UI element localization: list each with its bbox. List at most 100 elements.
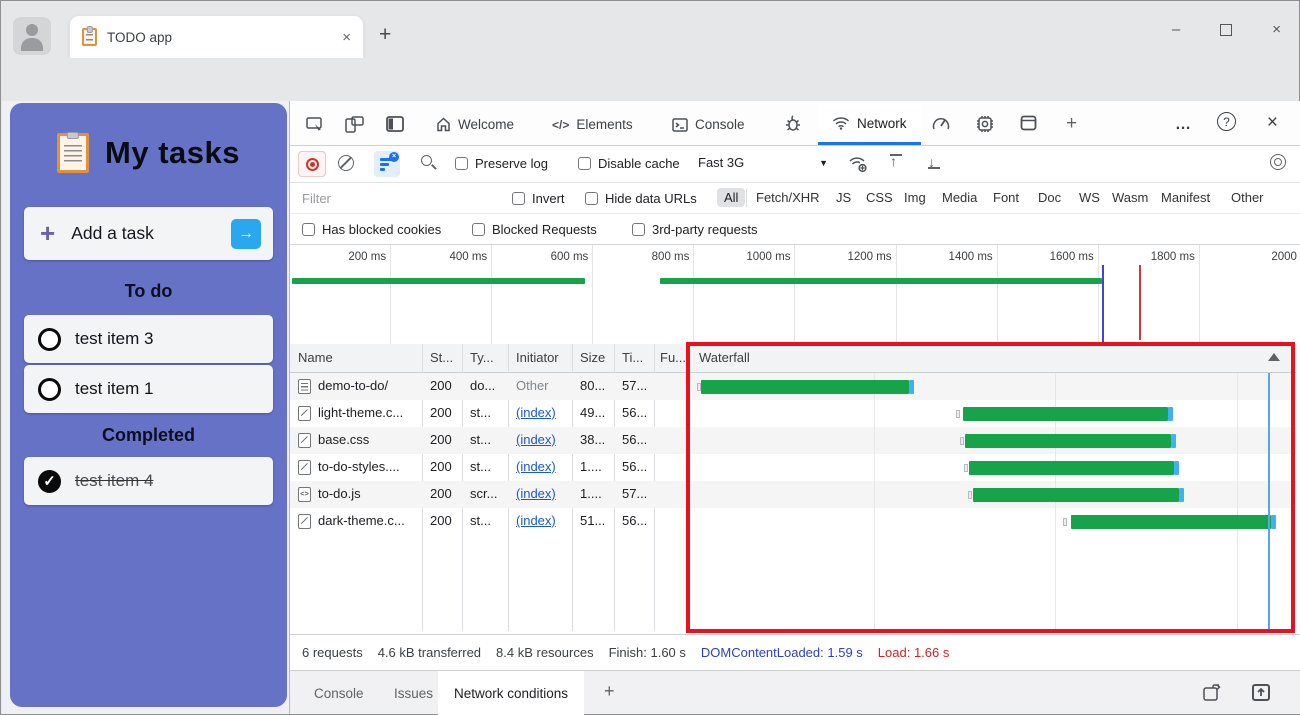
drawer-tab-issues[interactable]: Issues <box>394 685 434 701</box>
request-initiator[interactable]: (index) <box>516 486 556 501</box>
col-type[interactable]: Ty... <box>470 350 494 365</box>
request-initiator[interactable]: (index) <box>516 432 556 447</box>
waterfall-bar[interactable] <box>1071 515 1271 529</box>
waterfall-bar[interactable] <box>973 488 1179 502</box>
drawer-tab-network-conditions[interactable]: Network conditions <box>438 671 585 715</box>
tab-welcome[interactable]: Welcome <box>436 104 514 145</box>
request-row[interactable]: light-theme.c... 200 st... (index) 49...… <box>290 400 1296 427</box>
col-size[interactable]: Size <box>580 350 606 365</box>
filter-type-other[interactable]: Other <box>1231 190 1264 205</box>
completed-task-item[interactable]: test item 4 <box>24 457 273 505</box>
waterfall-bar[interactable] <box>701 380 909 394</box>
expand-panel-icon[interactable] <box>1252 684 1270 701</box>
export-har-icon[interactable]: ↓ <box>928 154 940 170</box>
dock-drawer-icon[interactable] <box>1203 684 1222 701</box>
blocked-requests-checkbox[interactable]: Blocked Requests <box>472 222 597 237</box>
task-checkbox-checked[interactable] <box>38 469 61 493</box>
new-tab-button[interactable]: + <box>379 23 392 46</box>
throttling-dropdown[interactable]: Fast 3G ▼ <box>698 155 828 170</box>
clear-network-log-button[interactable] <box>338 155 354 171</box>
waterfall-bar[interactable] <box>969 461 1174 475</box>
task-item[interactable]: test item 1 <box>24 365 273 413</box>
request-row[interactable]: to-do-styles.... 200 st... (index) 1....… <box>290 454 1296 481</box>
maximize-button[interactable] <box>1220 24 1233 36</box>
network-settings-gear-icon[interactable] <box>1270 154 1286 170</box>
record-network-log-button[interactable] <box>298 151 326 177</box>
inspect-element-icon[interactable] <box>306 116 324 133</box>
tab-network[interactable]: Network <box>818 104 921 145</box>
performance-icon[interactable] <box>932 116 950 131</box>
has-blocked-cookies-checkbox[interactable]: Has blocked cookies <box>302 222 441 237</box>
help-icon[interactable]: ? <box>1217 112 1236 131</box>
tab-close-icon[interactable]: × <box>342 28 351 46</box>
request-name[interactable]: to-do.js <box>318 486 361 501</box>
drawer-tab-console[interactable]: Console <box>314 685 364 701</box>
application-icon[interactable] <box>1020 115 1037 131</box>
add-task-submit-button[interactable]: → <box>231 218 261 249</box>
drawer-add-tab-button[interactable]: + <box>604 681 615 701</box>
request-initiator[interactable]: (index) <box>516 513 556 528</box>
task-item[interactable]: test item 3 <box>24 315 273 363</box>
col-waterfall[interactable]: Waterfall <box>699 350 750 365</box>
waterfall-chart[interactable] <box>689 373 1296 631</box>
network-overview-timeline[interactable]: 200 ms 400 ms 600 ms 800 ms 1000 ms 1200… <box>290 245 1300 344</box>
network-conditions-icon[interactable] <box>848 156 868 173</box>
close-devtools-button[interactable]: × <box>1266 112 1278 133</box>
filter-type-all[interactable]: All <box>717 188 746 207</box>
waterfall-bar[interactable] <box>963 407 1168 421</box>
add-task-placeholder[interactable]: Add a task <box>71 223 154 243</box>
import-har-icon[interactable]: ↑ <box>890 153 902 169</box>
filter-type-manifest[interactable]: Manifest <box>1161 190 1211 205</box>
request-name[interactable]: dark-theme.c... <box>318 513 405 528</box>
request-name[interactable]: light-theme.c... <box>318 405 404 420</box>
waterfall-row[interactable] <box>689 488 1296 502</box>
task-checkbox[interactable] <box>38 327 61 351</box>
filter-type-fetchxhr[interactable]: Fetch/XHR <box>756 190 820 205</box>
devtools-more-options-button[interactable]: … <box>1175 116 1192 133</box>
waterfall-bar[interactable] <box>965 434 1171 448</box>
memory-icon[interactable] <box>976 115 994 133</box>
debugger-bug-icon[interactable] <box>784 115 802 133</box>
table-header-row[interactable]: Name St... Ty... Initiator Size Ti... Fu… <box>290 344 1296 373</box>
filter-type-img[interactable]: Img <box>904 190 926 205</box>
device-toolbar-icon[interactable] <box>345 116 364 133</box>
request-row[interactable]: dark-theme.c... 200 st... (index) 51... … <box>290 508 1296 535</box>
col-name[interactable]: Name <box>298 350 333 365</box>
waterfall-row[interactable] <box>689 380 1296 394</box>
invert-checkbox[interactable]: Invert <box>512 191 565 206</box>
filter-type-doc[interactable]: Doc <box>1038 190 1062 205</box>
preserve-log-checkbox[interactable]: Preserve log <box>455 156 548 171</box>
col-status[interactable]: St... <box>430 350 454 365</box>
waterfall-row[interactable] <box>689 515 1296 529</box>
filter-input[interactable] <box>302 188 497 209</box>
waterfall-row[interactable] <box>689 434 1296 448</box>
request-initiator[interactable]: (index) <box>516 405 556 420</box>
tab-console[interactable]: Console <box>672 104 745 145</box>
filter-type-js[interactable]: JS <box>836 190 852 205</box>
add-task-field[interactable]: + Add a task → <box>24 207 273 260</box>
filter-type-media[interactable]: Media <box>942 190 978 205</box>
task-checkbox[interactable] <box>38 377 61 401</box>
request-name[interactable]: base.css <box>318 432 370 447</box>
waterfall-row[interactable] <box>689 407 1296 421</box>
filter-toggle-button[interactable]: × <box>374 151 400 177</box>
more-tabs-button[interactable]: + <box>1066 113 1078 134</box>
col-fulfilled[interactable]: Fu... <box>660 350 687 365</box>
dock-side-icon[interactable] <box>386 116 404 132</box>
request-name[interactable]: demo-to-do/ <box>318 378 389 393</box>
filter-type-wasm[interactable]: Wasm <box>1112 190 1149 205</box>
request-initiator[interactable]: (index) <box>516 459 556 474</box>
sort-ascending-icon[interactable] <box>1268 353 1280 361</box>
col-time[interactable]: Ti... <box>622 350 644 365</box>
disable-cache-checkbox[interactable]: Disable cache <box>578 156 680 171</box>
close-window-button[interactable]: × <box>1272 21 1281 38</box>
third-party-requests-checkbox[interactable]: 3rd-party requests <box>632 222 758 237</box>
filter-type-ws[interactable]: WS <box>1079 190 1100 205</box>
browser-tab[interactable]: TODO app × <box>69 15 364 58</box>
filter-type-font[interactable]: Font <box>993 190 1020 205</box>
profile-avatar[interactable] <box>13 17 51 55</box>
tab-elements[interactable]: </> Elements <box>552 117 633 132</box>
col-initiator[interactable]: Initiator <box>516 350 559 365</box>
search-icon[interactable] <box>421 155 432 166</box>
minimize-button[interactable]: – <box>1171 21 1181 38</box>
